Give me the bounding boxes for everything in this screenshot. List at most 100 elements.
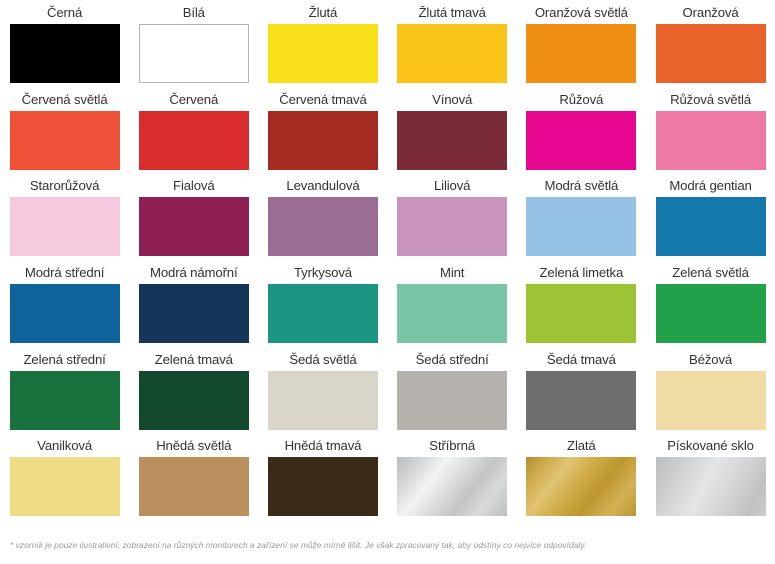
- swatch-cell[interactable]: Fialová: [129, 173, 258, 260]
- swatch-cell[interactable]: Vanilková: [0, 433, 129, 520]
- swatch-cell[interactable]: Pískované sklo: [646, 433, 775, 520]
- swatch-color-chip[interactable]: [267, 370, 378, 430]
- swatch-color-chip[interactable]: [655, 24, 766, 83]
- swatch-cell[interactable]: Béžová: [646, 347, 775, 434]
- swatch-color-chip[interactable]: [526, 24, 637, 83]
- swatch-color-chip[interactable]: [397, 110, 508, 170]
- swatch-label: Zelená limetka: [539, 265, 624, 281]
- swatch-label: Vínová: [432, 91, 473, 107]
- swatch-label: Modrá světlá: [544, 178, 619, 194]
- swatch-label: Starorůžová: [29, 178, 100, 194]
- swatch-color-chip[interactable]: [526, 457, 637, 517]
- swatch-color-chip[interactable]: [9, 110, 120, 170]
- swatch-cell[interactable]: Modrá světlá: [517, 173, 646, 260]
- swatch-cell[interactable]: Bílá: [129, 0, 258, 87]
- swatch-color-chip[interactable]: [397, 284, 508, 344]
- swatch-color-chip[interactable]: [267, 457, 378, 517]
- swatch-cell[interactable]: Zlatá: [517, 433, 646, 520]
- swatch-label: Zelená střední: [23, 351, 106, 367]
- swatch-label: Hnědá světlá: [156, 438, 232, 454]
- swatch-label: Šedá tmavá: [546, 351, 616, 367]
- swatch-cell[interactable]: Šedá světlá: [258, 347, 387, 434]
- swatch-color-chip[interactable]: [9, 197, 120, 257]
- swatch-label: Modrá námořní: [150, 265, 238, 281]
- swatch-cell[interactable]: Stříbrná: [388, 433, 517, 520]
- swatch-cell[interactable]: Šedá střední: [388, 347, 517, 434]
- swatch-color-chip[interactable]: [138, 24, 249, 83]
- swatch-cell[interactable]: Vínová: [388, 87, 517, 174]
- swatch-color-chip[interactable]: [397, 370, 508, 430]
- swatch-cell[interactable]: Hnědá světlá: [129, 433, 258, 520]
- swatch-cell[interactable]: Černá: [0, 0, 129, 87]
- swatch-label: Levandulová: [286, 178, 360, 194]
- swatch-label: Růžová: [559, 91, 604, 107]
- swatch-cell[interactable]: Žlutá tmavá: [388, 0, 517, 87]
- swatch-color-chip[interactable]: [138, 284, 249, 344]
- swatch-label: Modrá střední: [24, 265, 105, 281]
- swatch-label: Šedá světlá: [289, 351, 357, 367]
- swatch-label: Modrá gentian: [669, 178, 752, 194]
- swatch-cell[interactable]: Modrá námořní: [129, 260, 258, 347]
- swatch-color-chip[interactable]: [138, 197, 249, 257]
- swatch-color-chip[interactable]: [267, 197, 378, 257]
- swatch-cell[interactable]: Zelená limetka: [517, 260, 646, 347]
- swatch-cell[interactable]: Zelená střední: [0, 347, 129, 434]
- swatch-label: Zelená světlá: [672, 265, 749, 281]
- swatch-color-chip[interactable]: [655, 457, 766, 517]
- swatch-color-chip[interactable]: [9, 457, 120, 517]
- swatch-color-chip[interactable]: [267, 284, 378, 344]
- swatch-cell[interactable]: Růžová: [517, 87, 646, 174]
- swatch-color-chip[interactable]: [526, 197, 637, 257]
- swatch-label: Žlutá tmavá: [418, 5, 486, 20]
- swatch-color-chip[interactable]: [9, 24, 120, 83]
- swatch-cell[interactable]: Růžová světlá: [646, 87, 775, 174]
- swatch-cell[interactable]: Zelená tmavá: [129, 347, 258, 434]
- swatch-label: Liliová: [433, 178, 471, 194]
- swatch-cell[interactable]: Mint: [388, 260, 517, 347]
- swatch-color-chip[interactable]: [526, 284, 637, 344]
- swatch-color-chip[interactable]: [397, 457, 508, 517]
- swatch-cell[interactable]: Tyrkysová: [258, 260, 387, 347]
- swatch-color-chip[interactable]: [655, 110, 766, 170]
- footnote-disclaimer: * vzorník je pouze ilustrativní, zobraze…: [10, 540, 587, 550]
- swatch-label: Červená tmavá: [279, 91, 367, 107]
- swatch-color-chip[interactable]: [526, 110, 637, 170]
- swatch-color-chip[interactable]: [526, 370, 637, 430]
- swatch-label: Růžová světlá: [670, 91, 751, 107]
- swatch-cell[interactable]: Oranžová světlá: [517, 0, 646, 87]
- swatch-color-chip[interactable]: [267, 110, 378, 170]
- swatch-label: Oranžová světlá: [534, 5, 628, 20]
- swatch-label: Bílá: [182, 5, 205, 20]
- swatch-color-chip[interactable]: [138, 457, 249, 517]
- swatch-color-chip[interactable]: [655, 284, 766, 344]
- swatch-cell[interactable]: Modrá gentian: [646, 173, 775, 260]
- swatch-label: Hnědá tmavá: [284, 438, 362, 454]
- swatch-color-chip[interactable]: [138, 110, 249, 170]
- swatch-color-chip[interactable]: [267, 24, 378, 83]
- swatch-cell[interactable]: Starorůžová: [0, 173, 129, 260]
- swatch-cell[interactable]: Liliová: [388, 173, 517, 260]
- swatch-color-chip[interactable]: [397, 24, 508, 83]
- swatch-cell[interactable]: Červená světlá: [0, 87, 129, 174]
- swatch-color-chip[interactable]: [655, 370, 766, 430]
- swatch-cell[interactable]: Šedá tmavá: [517, 347, 646, 434]
- swatch-label: Červená: [169, 91, 219, 107]
- swatch-cell[interactable]: Červená tmavá: [258, 87, 387, 174]
- swatch-cell[interactable]: Červená: [129, 87, 258, 174]
- swatch-color-chip[interactable]: [397, 197, 508, 257]
- swatch-color-chip[interactable]: [138, 370, 249, 430]
- swatch-cell[interactable]: Hnědá tmavá: [258, 433, 387, 520]
- swatch-cell[interactable]: Levandulová: [258, 173, 387, 260]
- swatch-cell[interactable]: Modrá střední: [0, 260, 129, 347]
- swatch-label: Mint: [439, 265, 465, 281]
- swatch-color-chip[interactable]: [655, 197, 766, 257]
- swatch-label: Zelená tmavá: [154, 351, 233, 367]
- swatch-label: Pískované sklo: [667, 438, 754, 454]
- swatch-label: Béžová: [688, 351, 733, 367]
- swatch-cell[interactable]: Žlutá: [258, 0, 387, 87]
- swatch-color-chip[interactable]: [9, 284, 120, 344]
- swatch-color-chip[interactable]: [9, 370, 120, 430]
- swatch-cell[interactable]: Oranžová: [646, 0, 775, 87]
- swatch-cell[interactable]: Zelená světlá: [646, 260, 775, 347]
